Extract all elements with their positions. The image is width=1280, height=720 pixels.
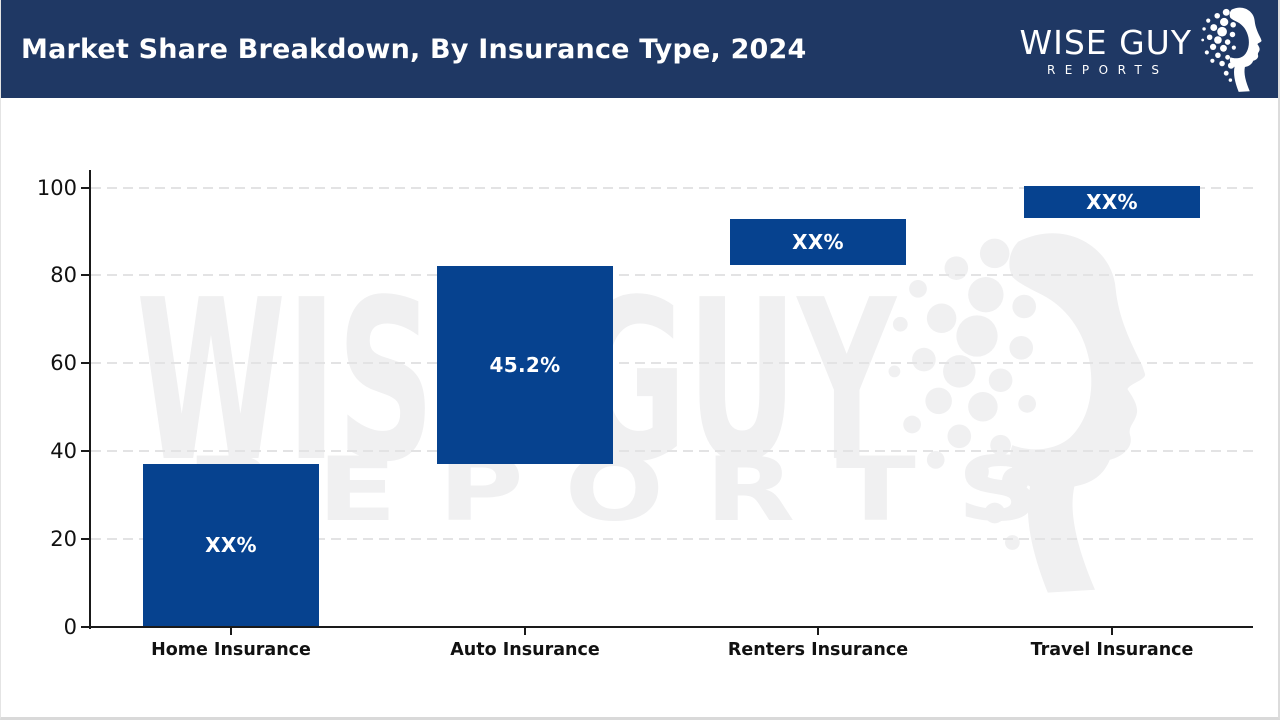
gridline xyxy=(91,362,1253,365)
bar-home-insurance: XX% xyxy=(143,464,319,627)
logo-text: WISE GUY REPORTS xyxy=(1019,26,1192,76)
x-axis-tickmark xyxy=(230,628,232,635)
bar-renters-insurance: XX% xyxy=(730,218,906,265)
y-axis-spine xyxy=(89,170,91,629)
wiseguy-logo: WISE GUY REPORTS xyxy=(1019,4,1264,94)
logo-subtitle: REPORTS xyxy=(1046,63,1169,77)
x-axis-tickmark xyxy=(1111,628,1113,635)
y-axis-tick-label: 20 xyxy=(50,526,77,551)
x-axis-tickmark xyxy=(524,628,526,635)
x-axis-label-renters-insurance: Renters Insurance xyxy=(727,640,909,660)
y-axis-tick-label: 0 xyxy=(63,614,77,639)
y-axis-tickmark xyxy=(81,625,90,628)
gridline xyxy=(91,274,1253,277)
gridline xyxy=(91,537,1253,540)
bar-value-label: XX% xyxy=(205,533,257,558)
bar-auto-insurance: 45.2% xyxy=(437,265,613,465)
y-axis-tickmark xyxy=(81,362,90,365)
gridline xyxy=(91,186,1253,189)
x-axis-spine xyxy=(89,626,1253,628)
bar-value-label: 45.2% xyxy=(489,352,561,377)
bar-value-label: XX% xyxy=(1086,189,1138,214)
page-title: Market Share Breakdown, By Insurance Typ… xyxy=(21,33,807,65)
y-axis-tick-label: 60 xyxy=(50,351,77,376)
dotted-head-profile-icon xyxy=(1201,7,1262,92)
y-axis-tick-label: 40 xyxy=(50,438,77,463)
y-axis-tick-label: 80 xyxy=(50,263,77,288)
x-axis-label-auto-insurance: Auto Insurance xyxy=(450,640,600,660)
y-axis-tickmark xyxy=(81,274,90,277)
x-axis-label-home-insurance: Home Insurance xyxy=(151,640,311,660)
y-axis-tick-label: 100 xyxy=(36,175,77,200)
bar-travel-insurance: XX% xyxy=(1024,186,1200,218)
bar-value-label: XX% xyxy=(792,229,844,254)
gridline xyxy=(91,449,1253,452)
y-axis-tickmark xyxy=(81,449,90,452)
x-axis-tickmark xyxy=(817,628,819,635)
y-axis-tickmark xyxy=(81,186,90,189)
x-axis-label-travel-insurance: Travel Insurance xyxy=(1030,640,1194,660)
y-axis-tickmark xyxy=(81,537,90,540)
header: Market Share Breakdown, By Insurance Typ… xyxy=(1,0,1278,98)
logo-wordmark: WISE GUY xyxy=(1019,23,1192,62)
